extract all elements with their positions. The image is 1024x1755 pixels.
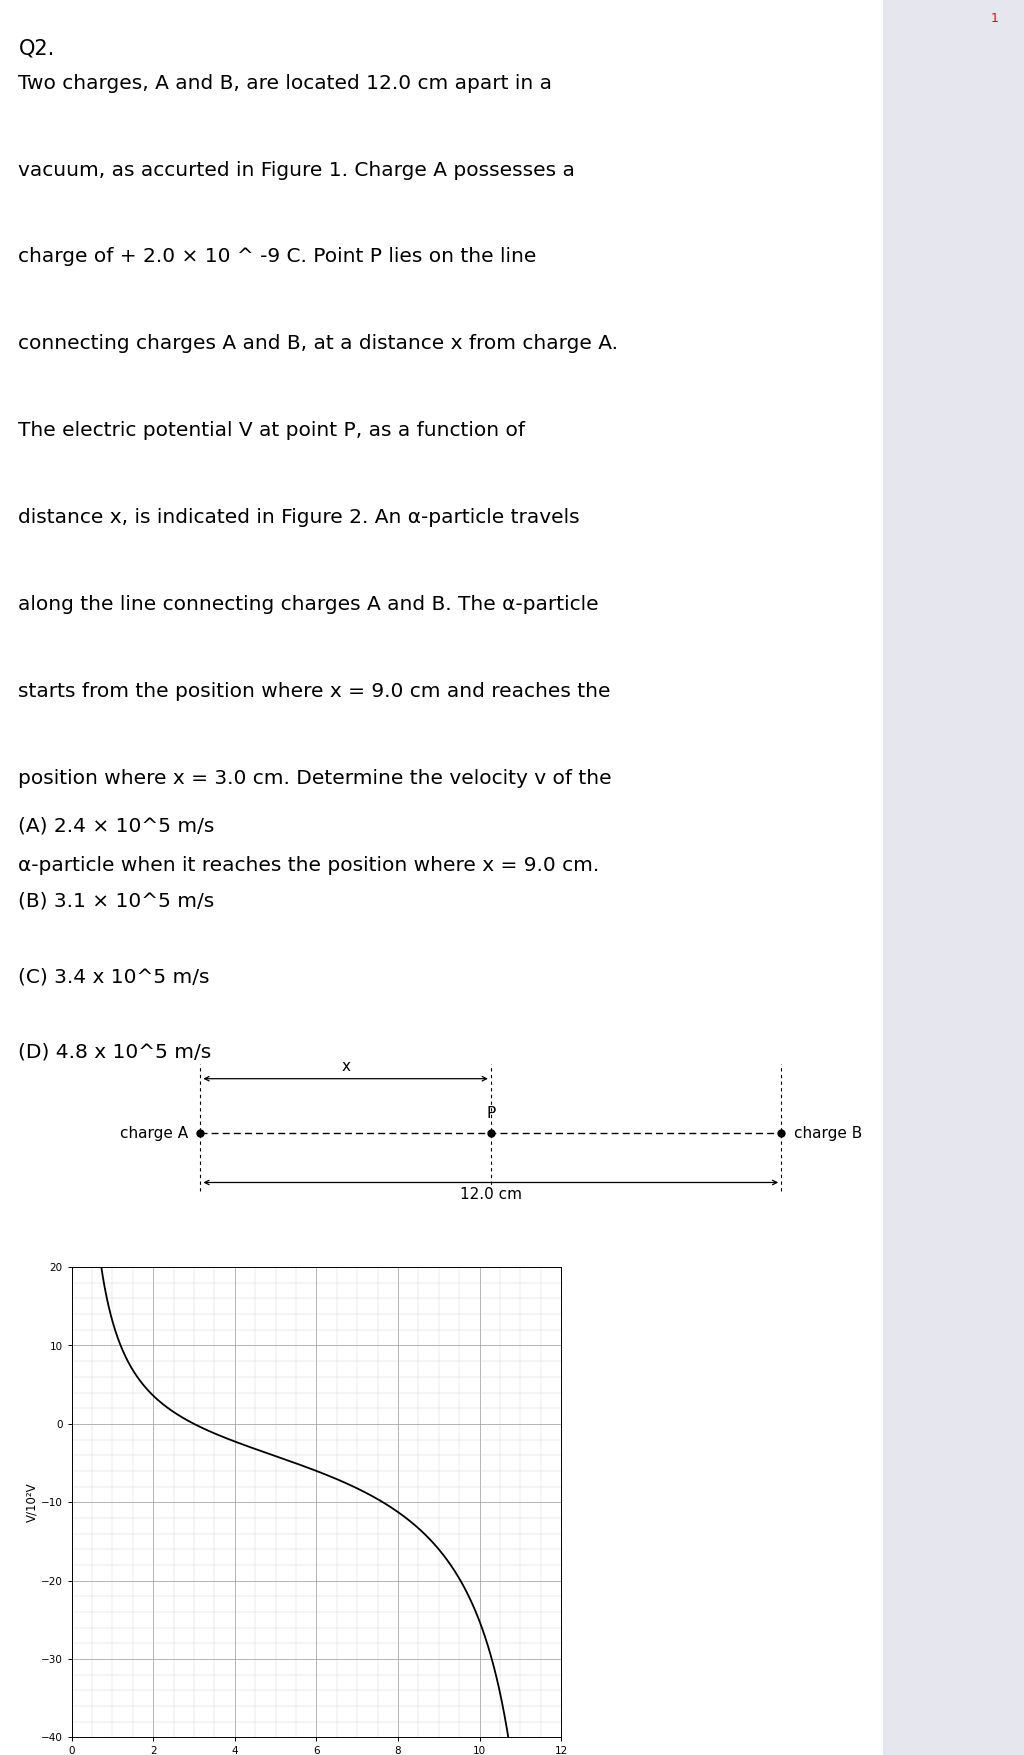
Text: 12.0 cm: 12.0 cm (460, 1186, 522, 1202)
Text: The electric potential V at point P, as a function of: The electric potential V at point P, as … (18, 421, 525, 441)
Text: (D) 4.8 x 10^5 m/s: (D) 4.8 x 10^5 m/s (18, 1042, 212, 1062)
Text: vacuum, as accurted in Figure 1. Charge A possesses a: vacuum, as accurted in Figure 1. Charge … (18, 161, 575, 179)
Text: along the line connecting charges A and B. The α-particle: along the line connecting charges A and … (18, 595, 599, 614)
Text: (C) 3.4 x 10^5 m/s: (C) 3.4 x 10^5 m/s (18, 967, 210, 986)
Text: charge of + 2.0 × 10 ^ -9 C. Point P lies on the line: charge of + 2.0 × 10 ^ -9 C. Point P lie… (18, 247, 537, 267)
Text: (A) 2.4 × 10^5 m/s: (A) 2.4 × 10^5 m/s (18, 816, 215, 835)
Text: 1: 1 (990, 12, 998, 25)
Text: position where x = 3.0 cm. Determine the velocity v of the: position where x = 3.0 cm. Determine the… (18, 769, 612, 788)
Text: Two charges, A and B, are located 12.0 cm apart in a: Two charges, A and B, are located 12.0 c… (18, 74, 552, 93)
Text: distance x, is indicated in Figure 2. An α-particle travels: distance x, is indicated in Figure 2. An… (18, 509, 580, 526)
Text: starts from the position where x = 9.0 cm and reaches the: starts from the position where x = 9.0 c… (18, 683, 611, 700)
Text: charge A: charge A (120, 1127, 188, 1141)
Text: charge B: charge B (794, 1127, 862, 1141)
Text: Q2.: Q2. (18, 39, 54, 58)
Text: P: P (486, 1106, 496, 1121)
Text: (B) 3.1 × 10^5 m/s: (B) 3.1 × 10^5 m/s (18, 892, 215, 911)
Text: connecting charges A and B, at a distance x from charge A.: connecting charges A and B, at a distanc… (18, 335, 618, 353)
Y-axis label: V/10²V: V/10²V (25, 1483, 38, 1522)
Text: x: x (341, 1058, 350, 1074)
Text: α-particle when it reaches the position where x = 9.0 cm.: α-particle when it reaches the position … (18, 856, 600, 874)
